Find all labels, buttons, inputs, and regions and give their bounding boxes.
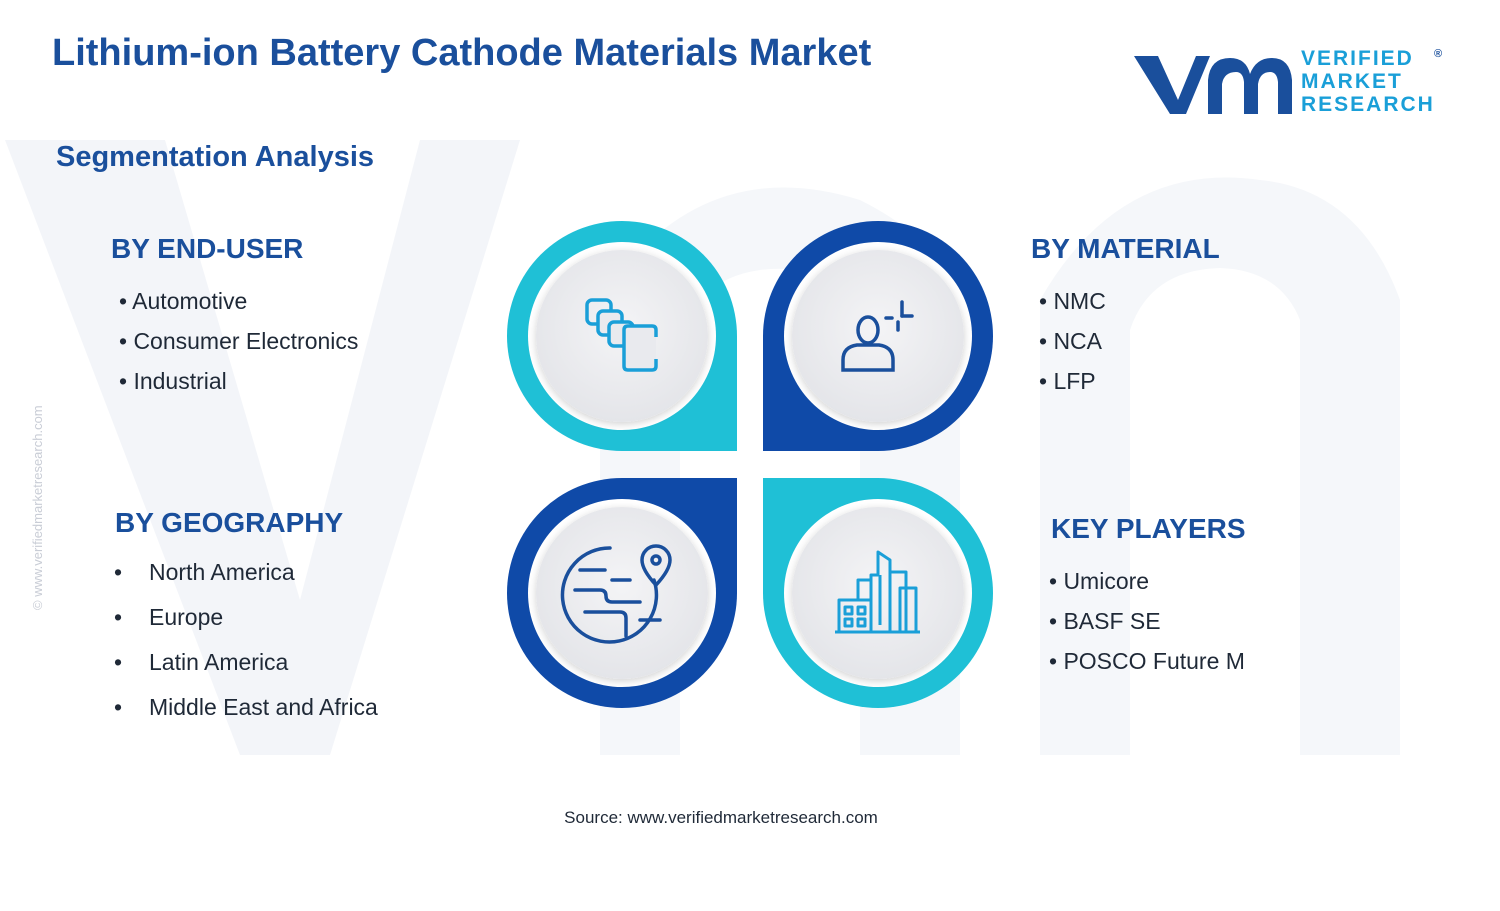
list-item: • Europe — [114, 604, 378, 649]
page-title: Lithium-ion Battery Cathode Materials Ma… — [52, 32, 872, 74]
bullet: • — [114, 559, 123, 585]
key-players-quadrant — [763, 478, 993, 708]
geography-quadrant — [507, 478, 737, 708]
key-players-heading: KEY PLAYERS — [1051, 513, 1246, 544]
logo-line-verified: VERIFIED — [1301, 47, 1414, 70]
page-subtitle: Segmentation Analysis — [56, 141, 375, 173]
list-item-label: Europe — [149, 604, 224, 630]
key-players-list: • Umicore • BASF SE • POSCO Future M — [1049, 568, 1245, 688]
end-user-heading: BY END-USER — [111, 233, 304, 264]
bullet: • — [114, 649, 123, 675]
logo-line-market: MARKET — [1301, 70, 1403, 93]
list-item: • BASF SE — [1049, 608, 1161, 634]
list-item-label: Middle East and Africa — [149, 694, 378, 720]
list-item: • Automotive — [119, 288, 248, 314]
bullet: • — [114, 604, 123, 630]
end-user-list: • Automotive • Consumer Electronics • In… — [119, 288, 358, 408]
globe-pin-icon — [560, 544, 672, 644]
list-item: • Middle East and Africa — [114, 694, 378, 739]
end-user-quadrant — [507, 221, 737, 451]
bullet: • — [114, 694, 123, 720]
list-item: • Latin America — [114, 649, 378, 694]
list-item: • Consumer Electronics — [119, 328, 359, 354]
list-item-label: Latin America — [149, 649, 289, 675]
vmr-logo-text: VERIFIED MARKET RESEARCH ® — [1301, 47, 1442, 116]
material-list: • NMC • NCA • LFP — [1039, 288, 1106, 408]
material-quadrant — [763, 221, 993, 451]
buildings-icon — [835, 550, 920, 634]
geography-list: • North America • Europe • Latin America • M… — [114, 559, 378, 739]
blocks-icon — [585, 298, 658, 372]
registered-mark: ® — [1434, 48, 1443, 60]
geography-heading: BY GEOGRAPHY — [115, 507, 344, 538]
logo-line-research: RESEARCH — [1301, 93, 1435, 116]
list-item: • North America — [114, 559, 378, 604]
list-item: • Umicore — [1049, 568, 1150, 594]
list-item-label: North America — [149, 559, 295, 585]
list-item: • POSCO Future M — [1049, 648, 1245, 674]
person-gear-icon — [841, 300, 914, 372]
vmr-logo-icon — [1134, 56, 1292, 114]
list-item: • NMC — [1039, 288, 1106, 314]
material-heading: BY MATERIAL — [1031, 233, 1220, 264]
list-item: • Industrial — [119, 368, 227, 394]
source-footer: Source: www.verifiedmarketresearch.com — [564, 808, 878, 827]
list-item: • LFP — [1039, 368, 1096, 394]
list-item: • NCA — [1039, 328, 1103, 354]
